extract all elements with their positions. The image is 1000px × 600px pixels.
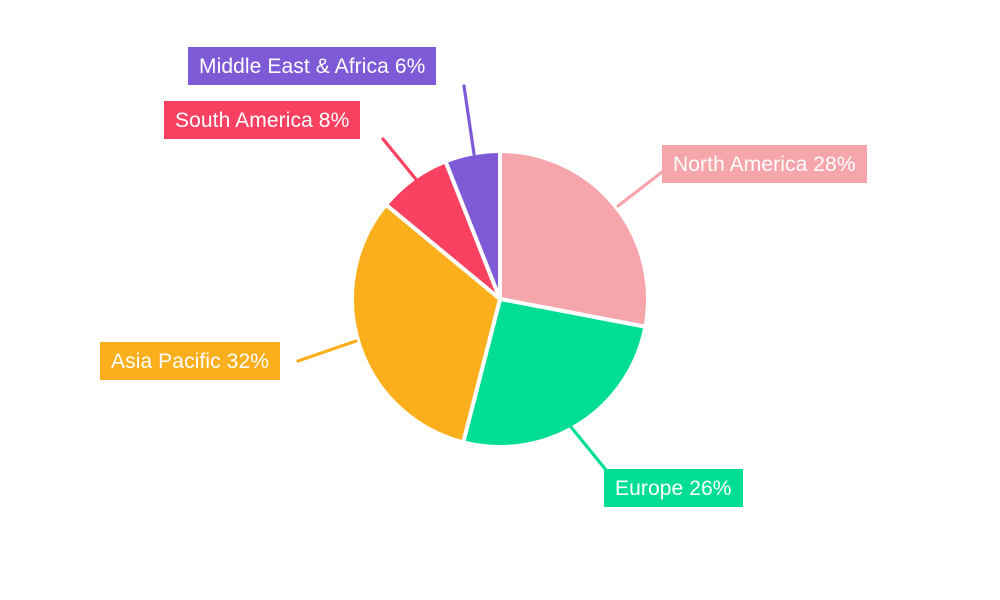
pie-label-asia-pacific[interactable]: Asia Pacific 32% <box>100 342 281 380</box>
leader-line-europe <box>569 425 608 472</box>
pie-slices-group <box>350 149 650 449</box>
pie-label-middle-east-africa[interactable]: Middle East & Africa 6% <box>188 47 437 85</box>
pie-label-north-america[interactable]: North America 28% <box>662 145 867 183</box>
pie-label-europe-text: Europe 26% <box>615 476 732 500</box>
pie-slice-middle-east-africa[interactable] <box>443 149 502 301</box>
pie-slice-asia-pacific[interactable] <box>350 202 502 445</box>
leader-line-asia-pacific <box>296 339 358 363</box>
pie-label-north-america-text: North America 28% <box>673 152 856 176</box>
pie-label-middle-east-africa-text: Middle East & Africa 6% <box>199 54 426 78</box>
leader-lines-group <box>296 84 664 472</box>
leader-line-south-america <box>381 137 421 185</box>
leader-line-middle-east-africa <box>462 84 476 156</box>
leader-line-north-america <box>616 170 664 208</box>
pie-label-asia-pacific-text: Asia Pacific 32% <box>111 349 270 373</box>
pie-label-south-america-text: South America 8% <box>175 108 350 132</box>
pie-label-south-america[interactable]: South America 8% <box>164 101 361 139</box>
pie-slice-europe[interactable] <box>461 297 648 449</box>
pie-label-europe[interactable]: Europe 26% <box>604 469 743 507</box>
pie-slice-north-america[interactable] <box>498 149 650 329</box>
